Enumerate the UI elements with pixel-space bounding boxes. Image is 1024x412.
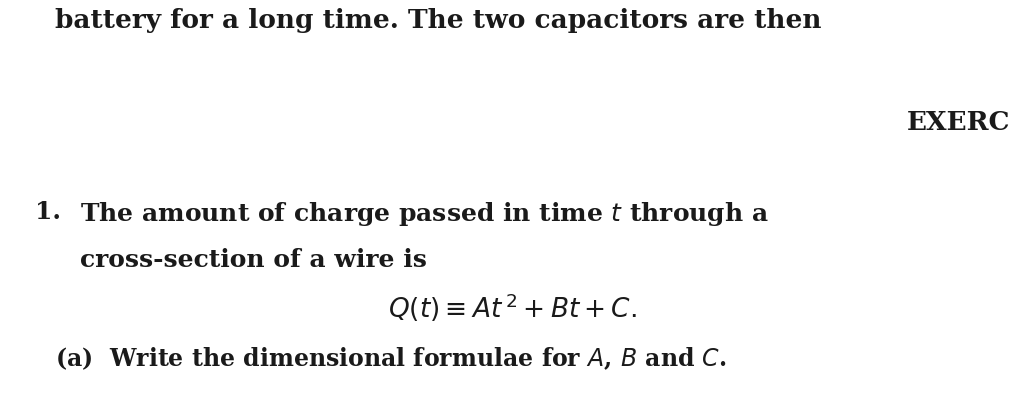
Text: The amount of charge passed in time $t$ through a: The amount of charge passed in time $t$ … bbox=[80, 200, 769, 228]
Text: 1.: 1. bbox=[35, 200, 61, 224]
Text: cross-section of a wire is: cross-section of a wire is bbox=[80, 248, 427, 272]
Text: EXERC: EXERC bbox=[906, 110, 1010, 135]
Text: $Q(t) \equiv At^{\,2} + Bt + C.$: $Q(t) \equiv At^{\,2} + Bt + C.$ bbox=[387, 292, 637, 325]
Text: (a)  Write the dimensional formulae for $A$, $B$ and $C$.: (a) Write the dimensional formulae for $… bbox=[55, 345, 727, 372]
Text: battery for a long time. The two capacitors are then: battery for a long time. The two capacit… bbox=[55, 8, 821, 33]
